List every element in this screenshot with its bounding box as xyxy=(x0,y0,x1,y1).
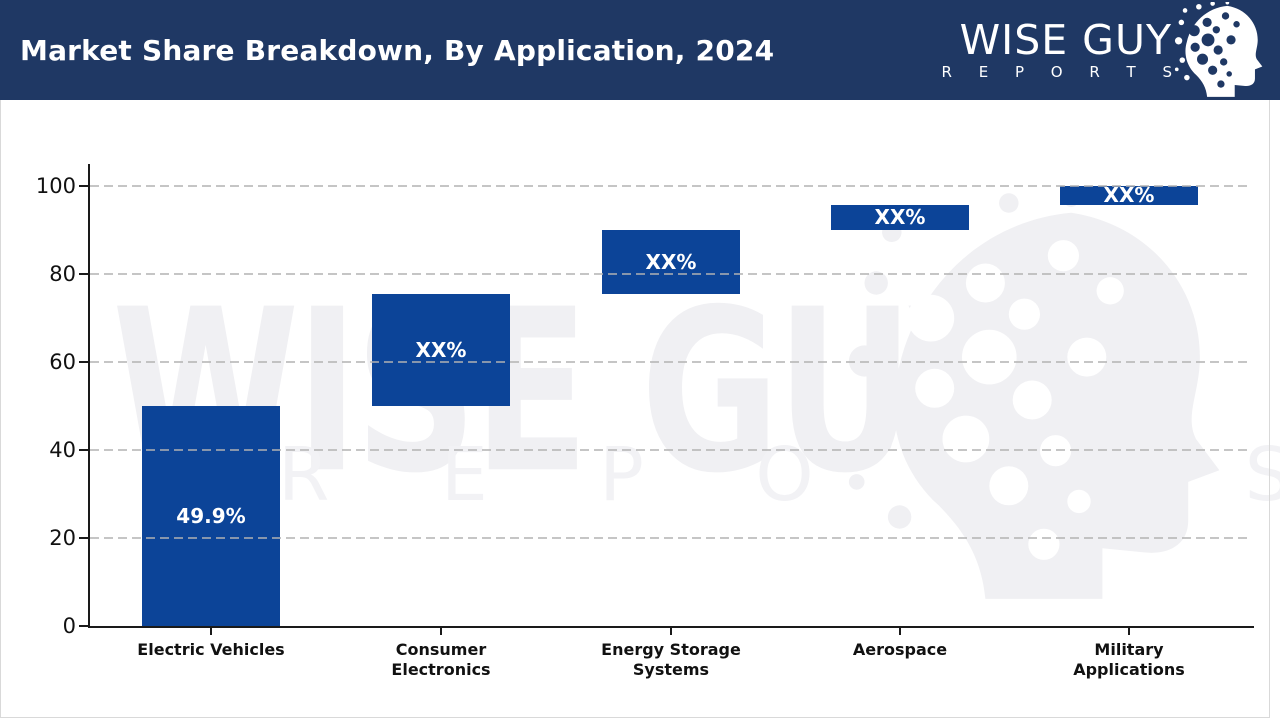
y-tick-80 xyxy=(79,273,88,275)
x-axis-spine xyxy=(88,626,1254,628)
x-tick-1 xyxy=(440,628,442,635)
bar-consumer-electronics: XX% xyxy=(372,294,510,407)
x-category-label-1: Consumer Electronics xyxy=(336,640,546,680)
y-tick-100 xyxy=(79,185,88,187)
bar-energy-storage-systems: XX% xyxy=(602,230,740,295)
y-tick-40 xyxy=(79,449,88,451)
x-category-label-line: Applications xyxy=(1073,660,1185,679)
x-category-label-line: Consumer xyxy=(395,640,487,659)
x-category-label-0: Electric Vehicles xyxy=(106,640,316,660)
x-tick-4 xyxy=(1128,628,1130,635)
x-tick-3 xyxy=(899,628,901,635)
content-frame xyxy=(0,100,1270,718)
gridline-80 xyxy=(90,273,1252,275)
bar-value-label: 49.9% xyxy=(176,504,246,529)
x-category-label-line: Electric Vehicles xyxy=(137,640,285,659)
wiseguy-logo: WISE GUY R E P O R T S xyxy=(942,2,1266,98)
gridline-100 xyxy=(90,185,1252,187)
bar-value-label: XX% xyxy=(1103,183,1155,208)
wiseguy-logo-secondary: R E P O R T S xyxy=(941,63,1183,81)
x-category-label-3: Aerospace xyxy=(795,640,1005,660)
y-tick-60 xyxy=(79,361,88,363)
gridline-60 xyxy=(90,361,1252,363)
x-tick-2 xyxy=(670,628,672,635)
y-tick-label-100: 100 xyxy=(35,174,76,198)
x-category-label-2: Energy Storage Systems xyxy=(566,640,776,680)
wiseguy-logo-primary: WISE GUY xyxy=(959,16,1172,64)
page-title: Market Share Breakdown, By Application, … xyxy=(20,33,775,67)
y-tick-label-80: 80 xyxy=(49,262,76,286)
y-tick-label-40: 40 xyxy=(49,438,76,462)
y-axis-spine xyxy=(88,164,90,628)
gridline-20 xyxy=(90,537,1252,539)
bar-value-label: XX% xyxy=(645,250,697,275)
header-band: Market Share Breakdown, By Application, … xyxy=(0,0,1280,100)
x-category-label-line: Military xyxy=(1094,640,1164,659)
x-tick-0 xyxy=(210,628,212,635)
wiseguy-head-icon xyxy=(1174,2,1263,97)
x-category-label-line: Energy Storage xyxy=(601,640,741,659)
bar-military-applications: XX% xyxy=(1060,183,1198,208)
wiseguy-logo-text: WISE GUY R E P O R T S xyxy=(942,20,1172,80)
x-category-label-line: Electronics xyxy=(391,660,491,679)
y-tick-label-20: 20 xyxy=(49,526,76,550)
x-category-label-line: Aerospace xyxy=(852,640,948,659)
y-tick-20 xyxy=(79,537,88,539)
bar-electric-vehicles: 49.9% xyxy=(142,406,280,626)
y-tick-0 xyxy=(79,625,88,627)
gridline-40 xyxy=(90,449,1252,451)
bar-value-label: XX% xyxy=(874,205,926,230)
y-tick-label-0: 0 xyxy=(62,614,76,638)
x-category-label-line: Systems xyxy=(632,660,710,679)
y-tick-label-60: 60 xyxy=(49,350,76,374)
bar-value-label: XX% xyxy=(415,338,467,363)
x-category-label-4: Military Applications xyxy=(1024,640,1234,680)
bar-aerospace: XX% xyxy=(831,204,969,230)
